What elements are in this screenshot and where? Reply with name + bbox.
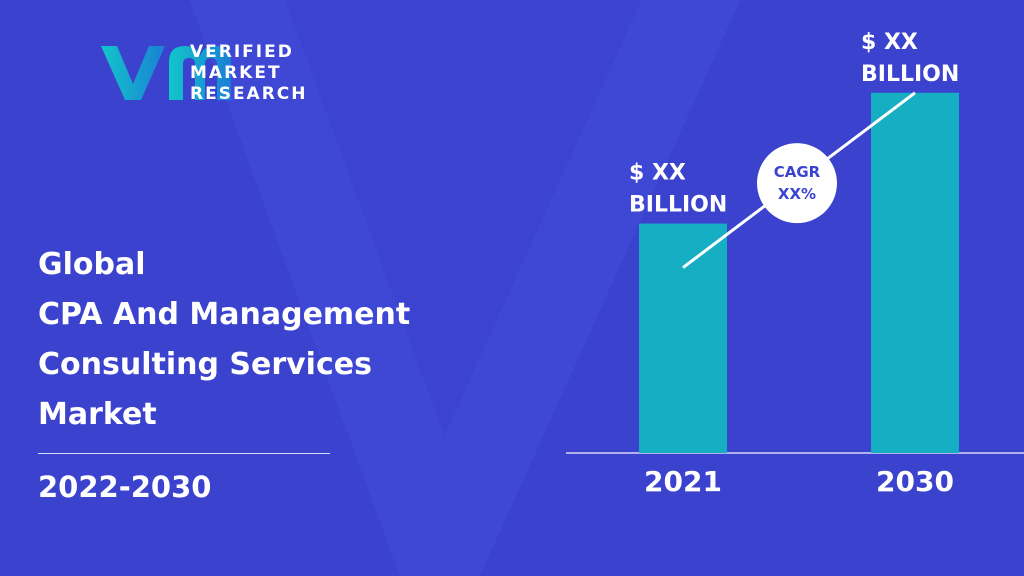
cagr-label: CAGR [774, 163, 821, 181]
category-label: 2021 [644, 465, 722, 498]
title-line: Global [38, 247, 146, 282]
title-line: CPA And Management [38, 297, 411, 332]
title-divider [38, 453, 330, 454]
title-line: Consulting Services [38, 347, 372, 382]
report-title: Global CPA And Management Consulting Ser… [38, 240, 508, 440]
logo-mark-v [101, 46, 165, 100]
bar-value-label: BILLION [861, 62, 959, 87]
bar-value-label: $ XX [629, 161, 686, 186]
bar-2021 [639, 223, 727, 453]
logo-line: RESEARCH [190, 84, 308, 104]
cagr-badge [757, 143, 837, 224]
forecast-period: 2022-2030 [38, 470, 212, 504]
bar-value-label: BILLION [629, 193, 727, 218]
category-label: 2030 [876, 465, 954, 498]
bar-value-label: $ XX [861, 30, 918, 55]
logo-line: MARKET [190, 63, 282, 83]
logo-mark-m [169, 46, 231, 100]
logo [101, 46, 231, 100]
title-line: Market [38, 397, 157, 432]
bar-2030 [871, 92, 959, 454]
logo-line: VERIFIED [190, 42, 294, 62]
cagr-label: XX% [778, 185, 816, 203]
logo-wordmark: VERIFIED MARKET RESEARCH [190, 42, 308, 105]
